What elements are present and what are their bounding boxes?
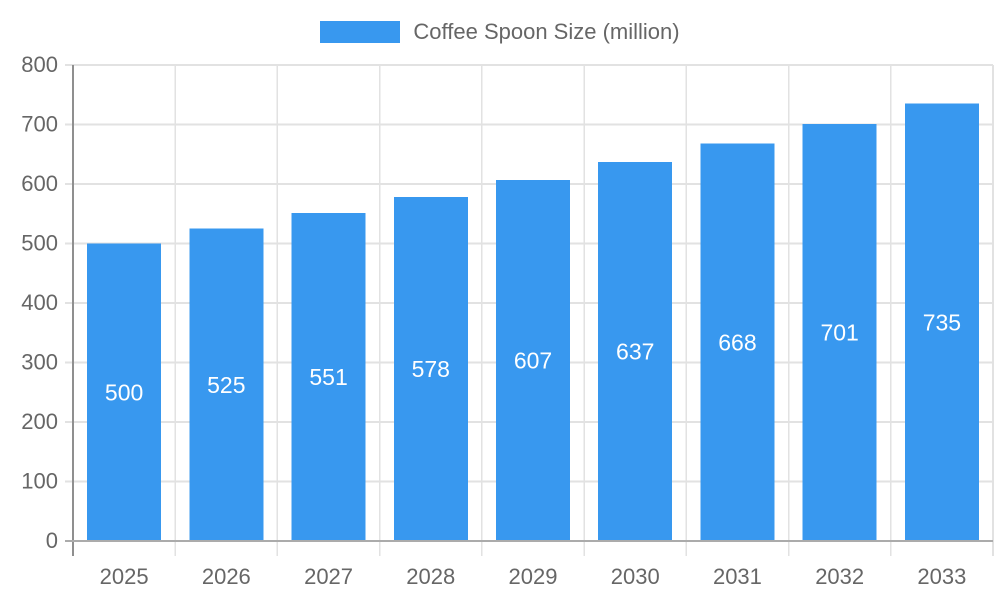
bar-value-label-2029: 607: [514, 347, 552, 373]
bar-value-label-2027: 551: [309, 364, 347, 390]
y-axis-label-0: 0: [46, 528, 58, 553]
y-axis-label-800: 800: [21, 52, 58, 77]
x-axis-label-2031: 2031: [713, 564, 762, 589]
bar-value-label-2030: 637: [616, 338, 654, 364]
bar-2026[interactable]: [189, 228, 264, 541]
bar-2033[interactable]: [904, 103, 979, 542]
chart-legend[interactable]: Coffee Spoon Size (million): [0, 20, 1000, 44]
bar-value-label-2025: 500: [105, 379, 143, 405]
y-axis-label-400: 400: [21, 290, 58, 315]
y-axis-label-300: 300: [21, 350, 58, 375]
legend-label: Coffee Spoon Size (million): [413, 19, 680, 44]
bar-value-label-2026: 525: [207, 372, 245, 398]
bar-2032[interactable]: [802, 123, 877, 541]
x-axis-label-2030: 2030: [611, 564, 660, 589]
bar-value-label-2032: 701: [820, 319, 858, 345]
x-axis-label-2026: 2026: [202, 564, 251, 589]
y-axis-label-700: 700: [21, 112, 58, 137]
bar-2028[interactable]: [393, 197, 468, 541]
y-axis-label-200: 200: [21, 409, 58, 434]
x-axis-label-2032: 2032: [815, 564, 864, 589]
bar-value-label-2028: 578: [412, 356, 450, 382]
bar-2025[interactable]: [87, 243, 162, 542]
y-axis-label-100: 100: [21, 469, 58, 494]
y-axis-label-500: 500: [21, 231, 58, 256]
y-axis-label-600: 600: [21, 171, 58, 196]
x-axis-label-2029: 2029: [509, 564, 558, 589]
bar-2029[interactable]: [496, 179, 570, 541]
bar-2027[interactable]: [291, 213, 366, 541]
x-axis-label-2027: 2027: [304, 564, 353, 589]
bar-value-label-2031: 668: [718, 329, 756, 355]
x-axis-label-2028: 2028: [406, 564, 455, 589]
bar-2030[interactable]: [598, 161, 673, 542]
x-axis-label-2033: 2033: [917, 564, 966, 589]
x-axis-label-2025: 2025: [100, 564, 149, 589]
bar-2031[interactable]: [700, 143, 775, 542]
legend-swatch: [320, 21, 401, 43]
bar-value-label-2033: 735: [923, 309, 961, 335]
